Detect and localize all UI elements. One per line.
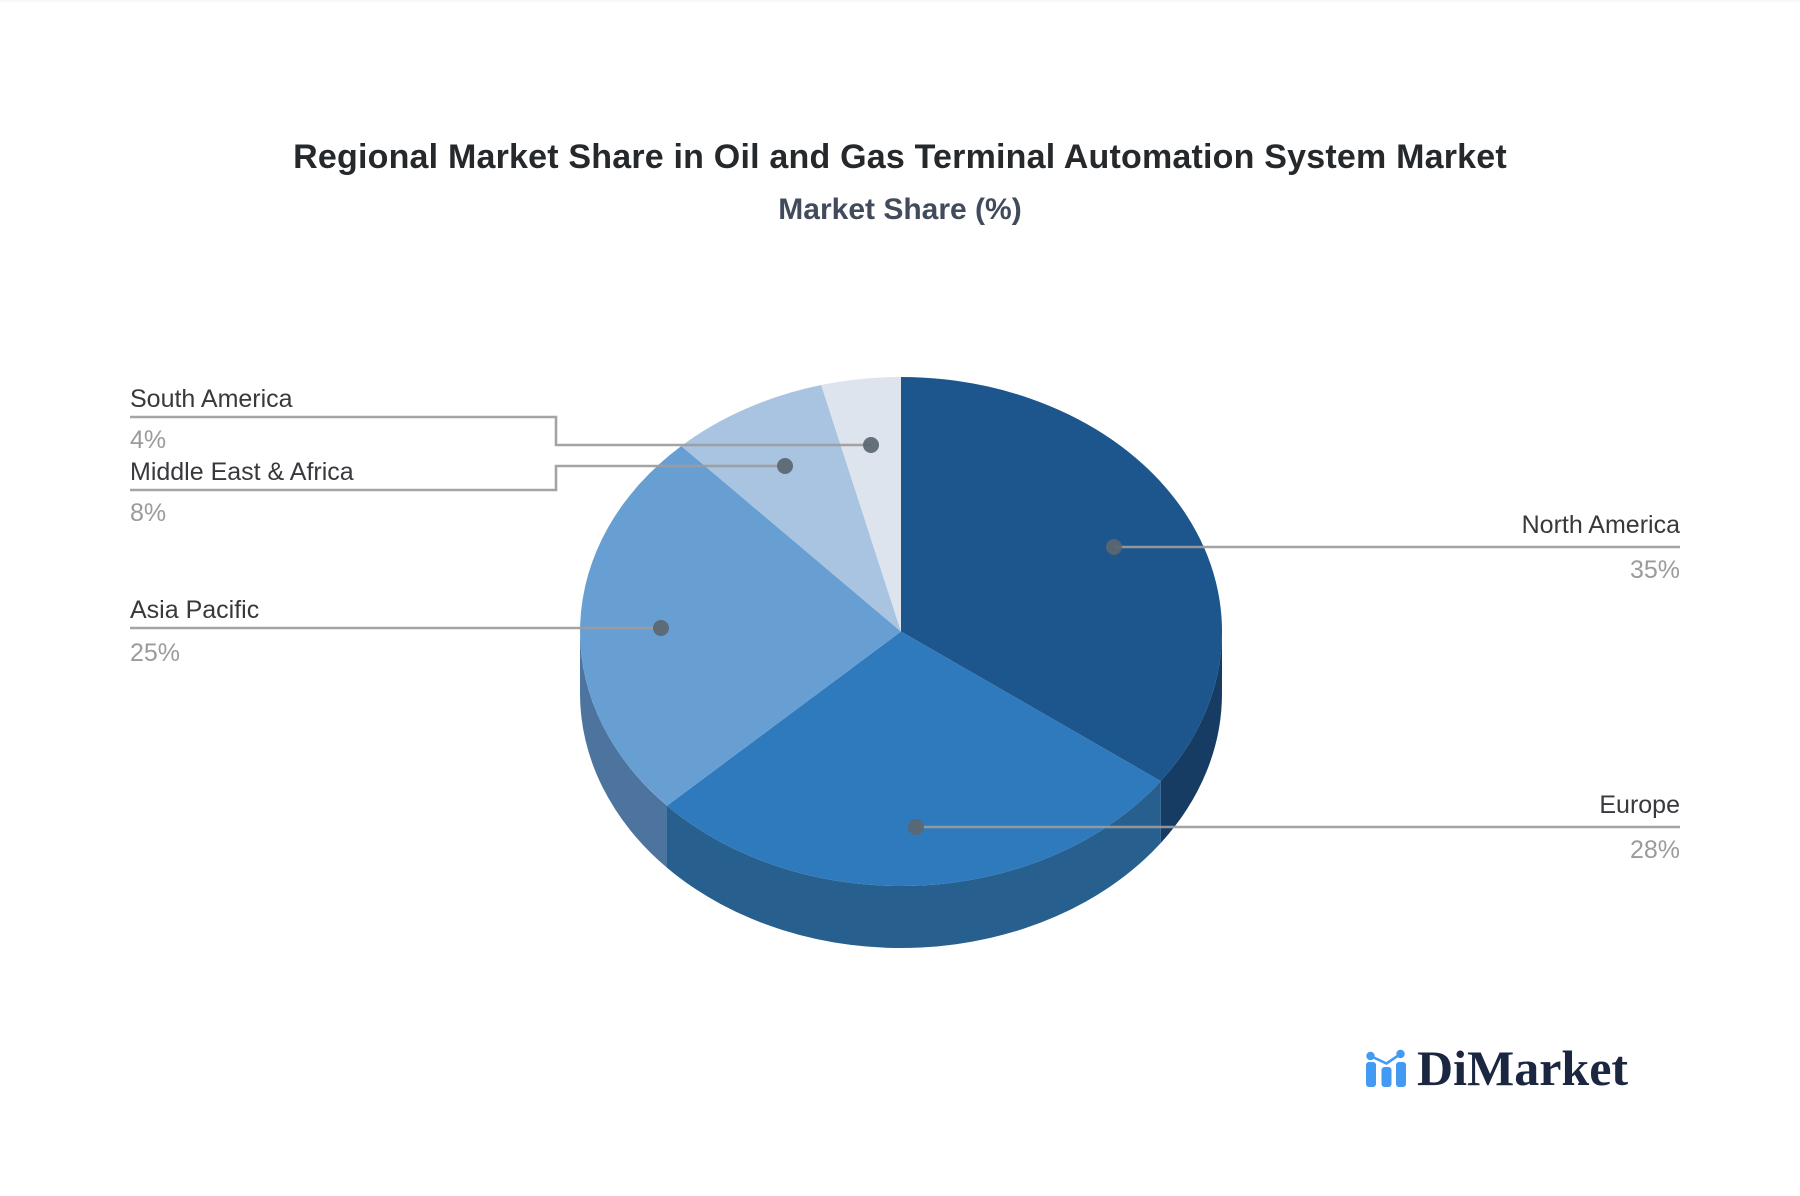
value-middle-east-africa: 8% (130, 499, 167, 527)
label-middle-east-africa: Middle East & Africa (130, 458, 354, 486)
pie-side-asia-pacific (580, 631, 667, 868)
callout-dot-asia-pacific (653, 620, 669, 636)
value-europe: 28% (1629, 836, 1680, 864)
pie-slice-north-america[interactable] (901, 377, 1223, 782)
value-south-america: 4% (130, 426, 167, 454)
pie-slice-south-america[interactable] (821, 377, 901, 632)
chart-subtitle: Market Share (%) (778, 193, 1022, 226)
dimarket-logo: DiMarket (1365, 1040, 1629, 1096)
label-south-america: South America (130, 385, 293, 413)
callout-line-south-america (130, 415, 871, 447)
callout-dot-north-america (1106, 539, 1122, 555)
pie-side-north-america (1160, 631, 1222, 844)
top-edge-strip (0, 0, 1800, 2)
callout-dot-middle-east-africa (777, 458, 793, 474)
logo-text: DiMarket (1417, 1040, 1629, 1096)
label-north-america: North America (1521, 511, 1680, 539)
pie-side-europe (667, 781, 1161, 948)
label-europe: Europe (1599, 791, 1680, 819)
pie-slice-europe[interactable] (667, 631, 1161, 886)
pie-slice-asia-pacific[interactable] (580, 446, 901, 806)
callout-line-middle-east-africa (130, 464, 785, 492)
chart-title: Regional Market Share in Oil and Gas Ter… (293, 138, 1507, 176)
callout-dot-south-america (863, 437, 879, 453)
bar-chart-trend-icon (1366, 1049, 1406, 1087)
pie-slice-middle-east-africa[interactable] (681, 385, 901, 632)
callout-dot-europe (908, 819, 924, 835)
value-north-america: 35% (1629, 556, 1680, 584)
value-asia-pacific: 25% (130, 639, 181, 667)
label-asia-pacific: Asia Pacific (130, 596, 260, 624)
